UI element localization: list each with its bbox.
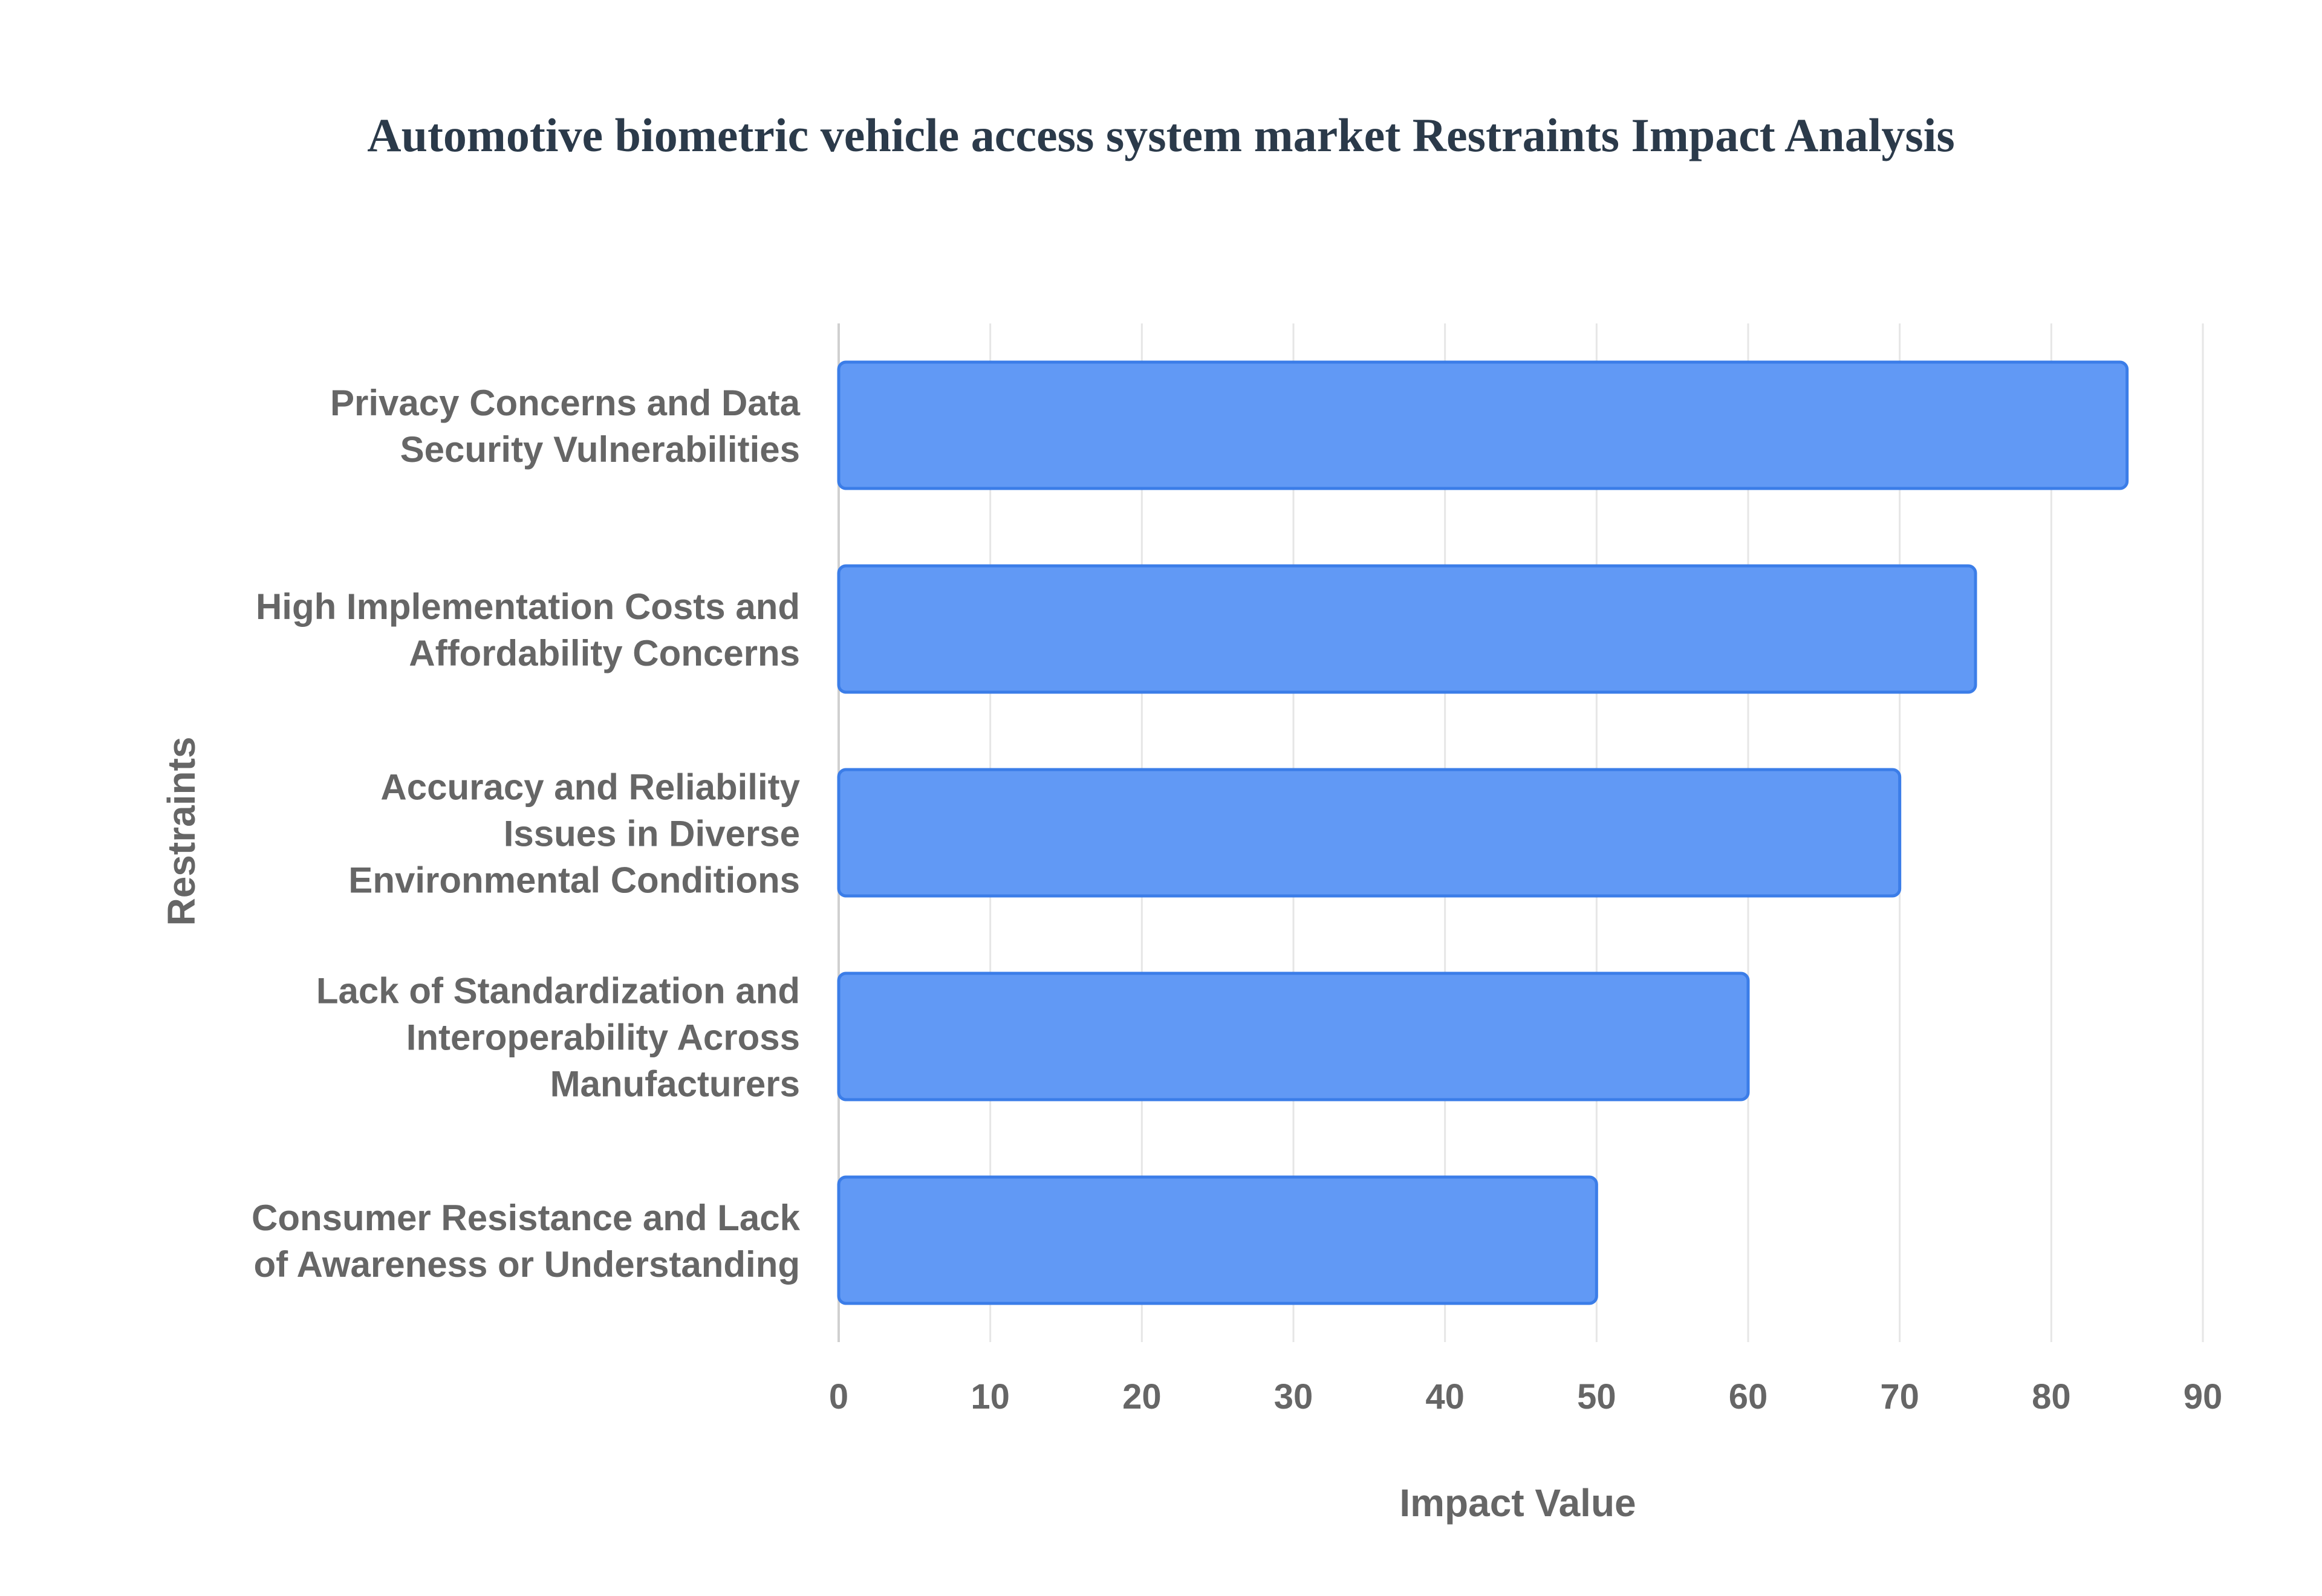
bar xyxy=(837,972,1750,1101)
category-label: High Implementation Costs and Affordabili… xyxy=(256,586,800,673)
x-tick-label: 50 xyxy=(1577,1377,1616,1416)
category-labels: Privacy Concerns and Data Security Vulner… xyxy=(252,383,801,1285)
category-label: Lack of Standardization and Interoperabil… xyxy=(316,971,800,1105)
x-tick-label: 70 xyxy=(1880,1377,1919,1416)
category-label-line: Affordability Concerns xyxy=(409,633,800,673)
x-tick-label: 10 xyxy=(971,1377,1010,1416)
bar xyxy=(837,1175,1598,1305)
x-tick-labels: 0 10 20 30 40 50 60 70 80 90 xyxy=(829,1377,2222,1416)
category-label-line: Security Vulnerabilities xyxy=(400,429,800,470)
category-label-line: Accuracy and Reliability xyxy=(380,767,800,808)
category-label-line: High Implementation Costs and xyxy=(256,586,800,627)
bar xyxy=(837,360,2129,490)
x-tick-label: 80 xyxy=(2032,1377,2071,1416)
category-label: Accuracy and Reliability Issues in Divers… xyxy=(348,767,800,901)
category-label-line: Privacy Concerns and Data xyxy=(330,383,801,423)
x-tick-label: 0 xyxy=(829,1377,848,1416)
bar xyxy=(837,768,1902,898)
category-label-line: Interoperability Across xyxy=(406,1017,800,1058)
category-label-line: of Awareness or Understanding xyxy=(253,1244,800,1285)
bar xyxy=(837,564,1977,694)
x-tick-label: 20 xyxy=(1122,1377,1162,1416)
x-tick-label: 90 xyxy=(2184,1377,2223,1416)
category-label-line: Lack of Standardization and xyxy=(316,971,800,1011)
category-label: Consumer Resistance and Lack of Awareness… xyxy=(252,1198,801,1285)
bars xyxy=(837,360,2129,1305)
category-label-line: Environmental Conditions xyxy=(348,860,800,901)
category-label: Privacy Concerns and Data Security Vulner… xyxy=(330,383,801,470)
x-axis-title: Impact Value xyxy=(1399,1481,1636,1525)
x-tick-label: 40 xyxy=(1425,1377,1465,1416)
category-label-line: Manufacturers xyxy=(550,1064,800,1105)
category-label-line: Issues in Diverse xyxy=(504,814,800,854)
category-label-line: Consumer Resistance and Lack xyxy=(252,1198,801,1238)
x-tick-label: 30 xyxy=(1274,1377,1313,1416)
y-axis-title: Restraints xyxy=(160,737,203,926)
x-tick-label: 60 xyxy=(1729,1377,1768,1416)
chart-title: Automotive biometric vehicle access syst… xyxy=(367,109,1955,161)
